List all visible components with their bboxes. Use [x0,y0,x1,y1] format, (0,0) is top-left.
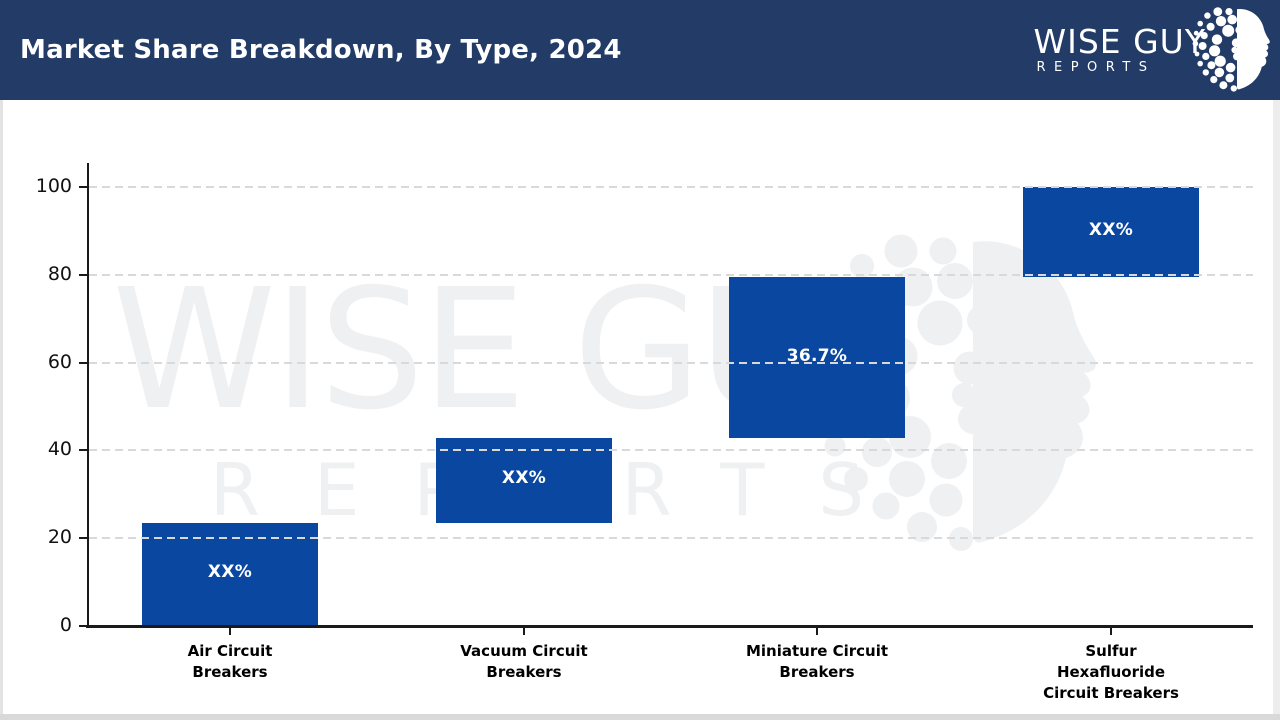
plot-area: WISE GUY REPORTS XX%XX%36.7%XX%020406080… [0,100,1280,720]
y-tick-20 [79,537,87,540]
y-tick-100 [79,186,87,188]
y-axis-line [87,163,89,628]
x-tick-label-line: Breakers [779,663,855,681]
bar-2 [436,438,612,523]
x-tick-1 [229,628,231,635]
y-tick-80 [79,273,87,276]
y-tick-40 [79,449,87,452]
y-tick-label: 60 [47,350,72,373]
bar-value-label: XX% [207,562,253,583]
x-tick-label-line: Breakers [192,663,268,681]
x-tick-label-line: Circuit Breakers [1043,684,1179,702]
x-tick-2 [523,628,525,635]
page-edge-right [1273,100,1280,720]
x-tick-label-line: Air Circuit [187,642,273,660]
x-tick-label: Sulfur Hexafluoride Circuit Breakers [961,641,1261,704]
x-tick-label-line: Breakers [486,663,562,681]
header-bar: Market Share Breakdown, By Type, 2024 WI… [0,0,1280,100]
x-tick-label: Air Circuit Breakers [80,641,380,683]
brand-logo-text: WISE GUY REPORTS [1033,21,1206,76]
x-tick-label-line: Sulfur [1085,642,1137,660]
x-axis-line [86,625,1253,628]
y-tick-label: 80 [47,262,72,285]
page-title: Market Share Breakdown, By Type, 2024 [20,35,622,65]
gridline-100 [89,186,1253,188]
bar-1 [142,522,318,626]
gridline-20 [89,537,1253,540]
page-edge-bottom [0,714,1280,720]
x-tick-label: Miniature Circuit Breakers [667,641,967,683]
bar-value-label: XX% [501,468,547,489]
x-tick-label-line: Hexafluoride [1056,663,1166,681]
x-tick-label-line: Miniature Circuit [745,642,889,660]
logo-subtitle: REPORTS [1036,60,1156,76]
y-tick-label: 20 [47,526,72,549]
x-tick-label-line: Vacuum Circuit [460,642,588,660]
bar-value-label: XX% [1088,219,1134,240]
y-tick-60 [79,361,87,364]
gridline-80 [89,273,1253,276]
logo-wordmark: WISE GUY [1033,21,1206,61]
y-tick-label: 0 [59,614,72,636]
x-tick-label: Vacuum Circuit Breakers [374,641,674,683]
gridline-60 [89,361,1253,364]
y-tick-label: 40 [47,438,72,461]
x-tick-3 [816,628,818,635]
page-edge-left [0,100,3,720]
x-tick-4 [1110,628,1112,635]
y-tick-label: 100 [35,175,72,197]
brand-logo: WISE GUY REPORTS [1033,6,1274,94]
gridline-40 [89,449,1253,452]
y-tick-0 [79,625,87,627]
